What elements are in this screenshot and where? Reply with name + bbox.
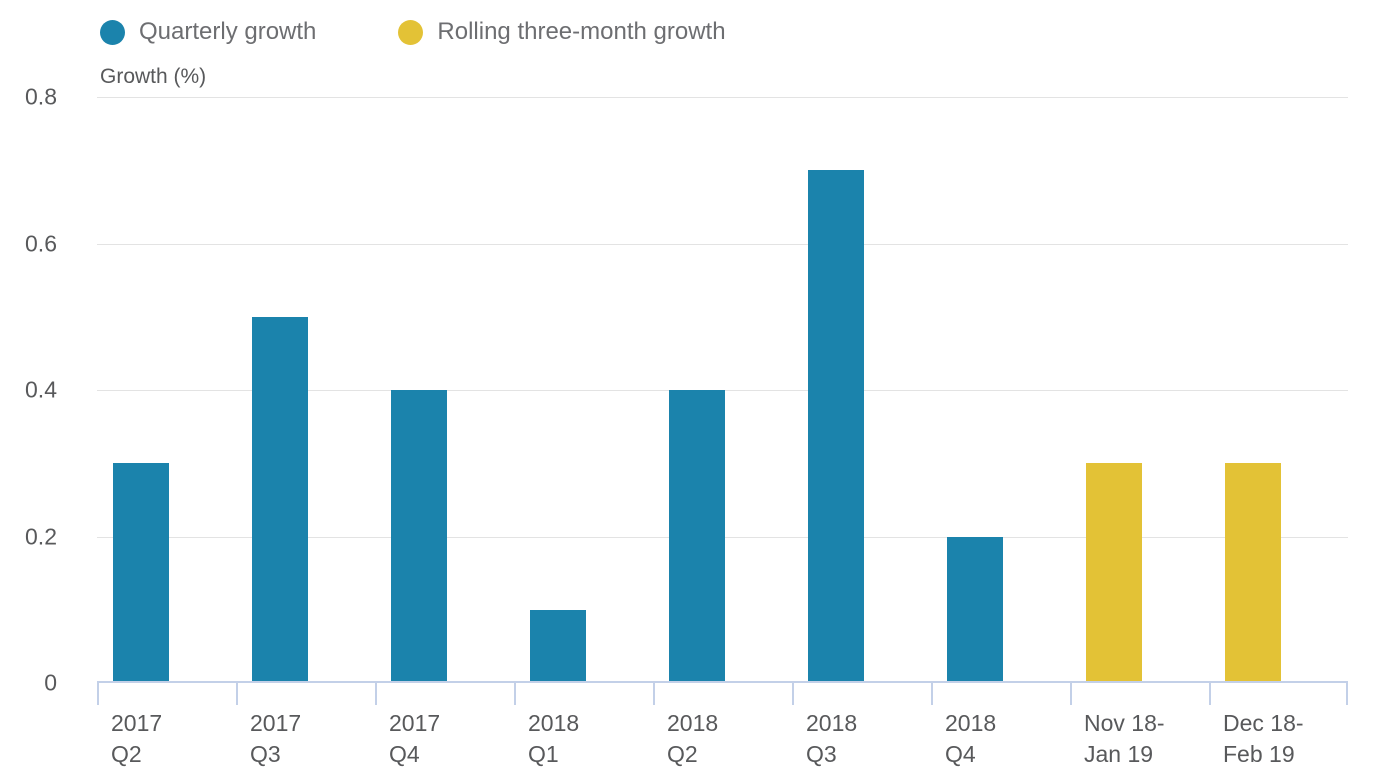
bar-slot [375,97,514,683]
x-axis-category: 2018 Q1 [514,683,653,778]
bar[interactable] [113,463,169,683]
legend-item-rolling-three-month-growth[interactable]: Rolling three-month growth [398,18,726,45]
x-axis-tick-label: 2018 Q2 [667,708,718,770]
x-axis-baseline [97,681,1348,683]
x-axis-tick-label: 2018 Q3 [806,708,857,770]
x-axis-tick [1209,683,1211,705]
x-axis-tick [236,683,238,705]
bar-slot [1070,97,1209,683]
legend-circle-marker-rolling [398,19,424,45]
bar-slot [97,97,236,683]
x-axis-tick-label: 2017 Q2 [111,708,162,770]
x-axis-category: 2017 Q2 [97,683,236,778]
x-axis-tick-label: Nov 18- Jan 19 [1084,708,1165,770]
x-axis-tick-label-line1: 2017 [250,710,302,736]
x-axis-category: 2017 Q4 [375,683,514,778]
gridline [97,97,1348,98]
x-axis-tick-label-line2: Q4 [945,741,976,767]
x-axis-tick [1070,683,1072,705]
x-axis-tick-label-line2: Q2 [111,741,142,767]
bar[interactable] [252,316,308,683]
x-axis-tick [514,683,516,705]
x-axis-tick-label: Dec 18- Feb 19 [1223,708,1304,770]
x-axis-category: 2018 Q2 [653,683,792,778]
x-axis-tick [792,683,794,705]
gridline [97,243,1348,245]
x-axis-tick-label-line2: Feb 19 [1223,741,1295,767]
bar[interactable] [947,536,1003,683]
x-axis-tick-label-line1: 2018 [528,710,580,736]
x-axis-tick-label-line2: Q1 [528,741,559,767]
bar-slot [1209,97,1348,683]
legend-label-quarterly: Quarterly growth [139,18,317,45]
x-axis-tick-label-line2: Q3 [806,741,837,767]
x-axis-tick-label-line1: Dec 18- [1223,710,1304,736]
x-axis-category: Dec 18- Feb 19 [1209,683,1348,778]
bar[interactable] [391,390,447,683]
x-axis-tick [931,683,933,705]
y-axis-tick-label: 0.4 [25,376,57,403]
x-axis-tick-label-line1: 2018 [945,710,997,736]
x-axis-tick-label-line1: 2018 [806,710,858,736]
y-axis-title: Growth (%) [100,65,207,88]
bar-slot [514,97,653,683]
x-axis-tick [653,683,655,705]
x-axis-tick-label: 2017 Q4 [389,708,440,770]
x-axis-tick-label-line2: Q2 [667,741,698,767]
x-axis-tick-label-line2: Q3 [250,741,281,767]
bar-slot [792,97,931,683]
x-axis: 2017 Q2 2017 Q3 2017 Q4 2018 Q1 2018 Q2 2018 Q3 2018… [97,683,1348,778]
y-axis-tick-label: 0 [44,669,57,696]
x-axis-tick-label-line1: Nov 18- [1084,710,1165,736]
x-axis-category: 2017 Q3 [236,683,375,778]
x-axis-tick [97,683,99,705]
bar[interactable] [1086,463,1142,683]
x-axis-tick [375,683,377,705]
bar[interactable] [1225,463,1281,683]
x-axis-tick-label-line2: Jan 19 [1084,741,1154,767]
x-axis-tick-label-line1: 2017 [389,710,441,736]
y-axis-tick-label: 0.8 [25,83,57,110]
bar-slot [931,97,1070,683]
x-axis-category: 2018 Q4 [931,683,1070,778]
y-axis-tick-label: 0.6 [25,230,57,256]
x-axis-category: 2018 Q3 [792,683,931,778]
bar[interactable] [808,170,864,683]
x-axis-tick-label-line1: 2018 [667,710,719,736]
legend-label-rolling: Rolling three-month growth [437,18,726,45]
x-axis-tick-label: 2018 Q1 [528,708,579,770]
chart-legend: Quarterly growth Rolling three-month gro… [100,14,726,50]
bar[interactable] [530,609,586,683]
y-axis-tick-label: 0.2 [25,523,57,549]
x-axis-category: Nov 18- Jan 19 [1070,683,1209,778]
bar-group [97,97,1348,683]
x-axis-tick-label: 2018 Q4 [945,708,996,770]
x-axis-tick-label: 2017 Q3 [250,708,301,770]
bar-slot [653,97,792,683]
x-axis-tick-label-line1: 2017 [111,710,163,736]
bar-slot [236,97,375,683]
legend-circle-marker-quarterly [100,19,125,45]
x-axis-tick [1346,683,1348,705]
legend-item-quarterly-growth[interactable]: Quarterly growth [100,18,317,45]
plot-area: 0 0.2 0.4 0.6 0.8 [25,85,1348,694]
x-axis-tick-label-line2: Q4 [389,741,420,767]
bar[interactable] [669,390,725,683]
